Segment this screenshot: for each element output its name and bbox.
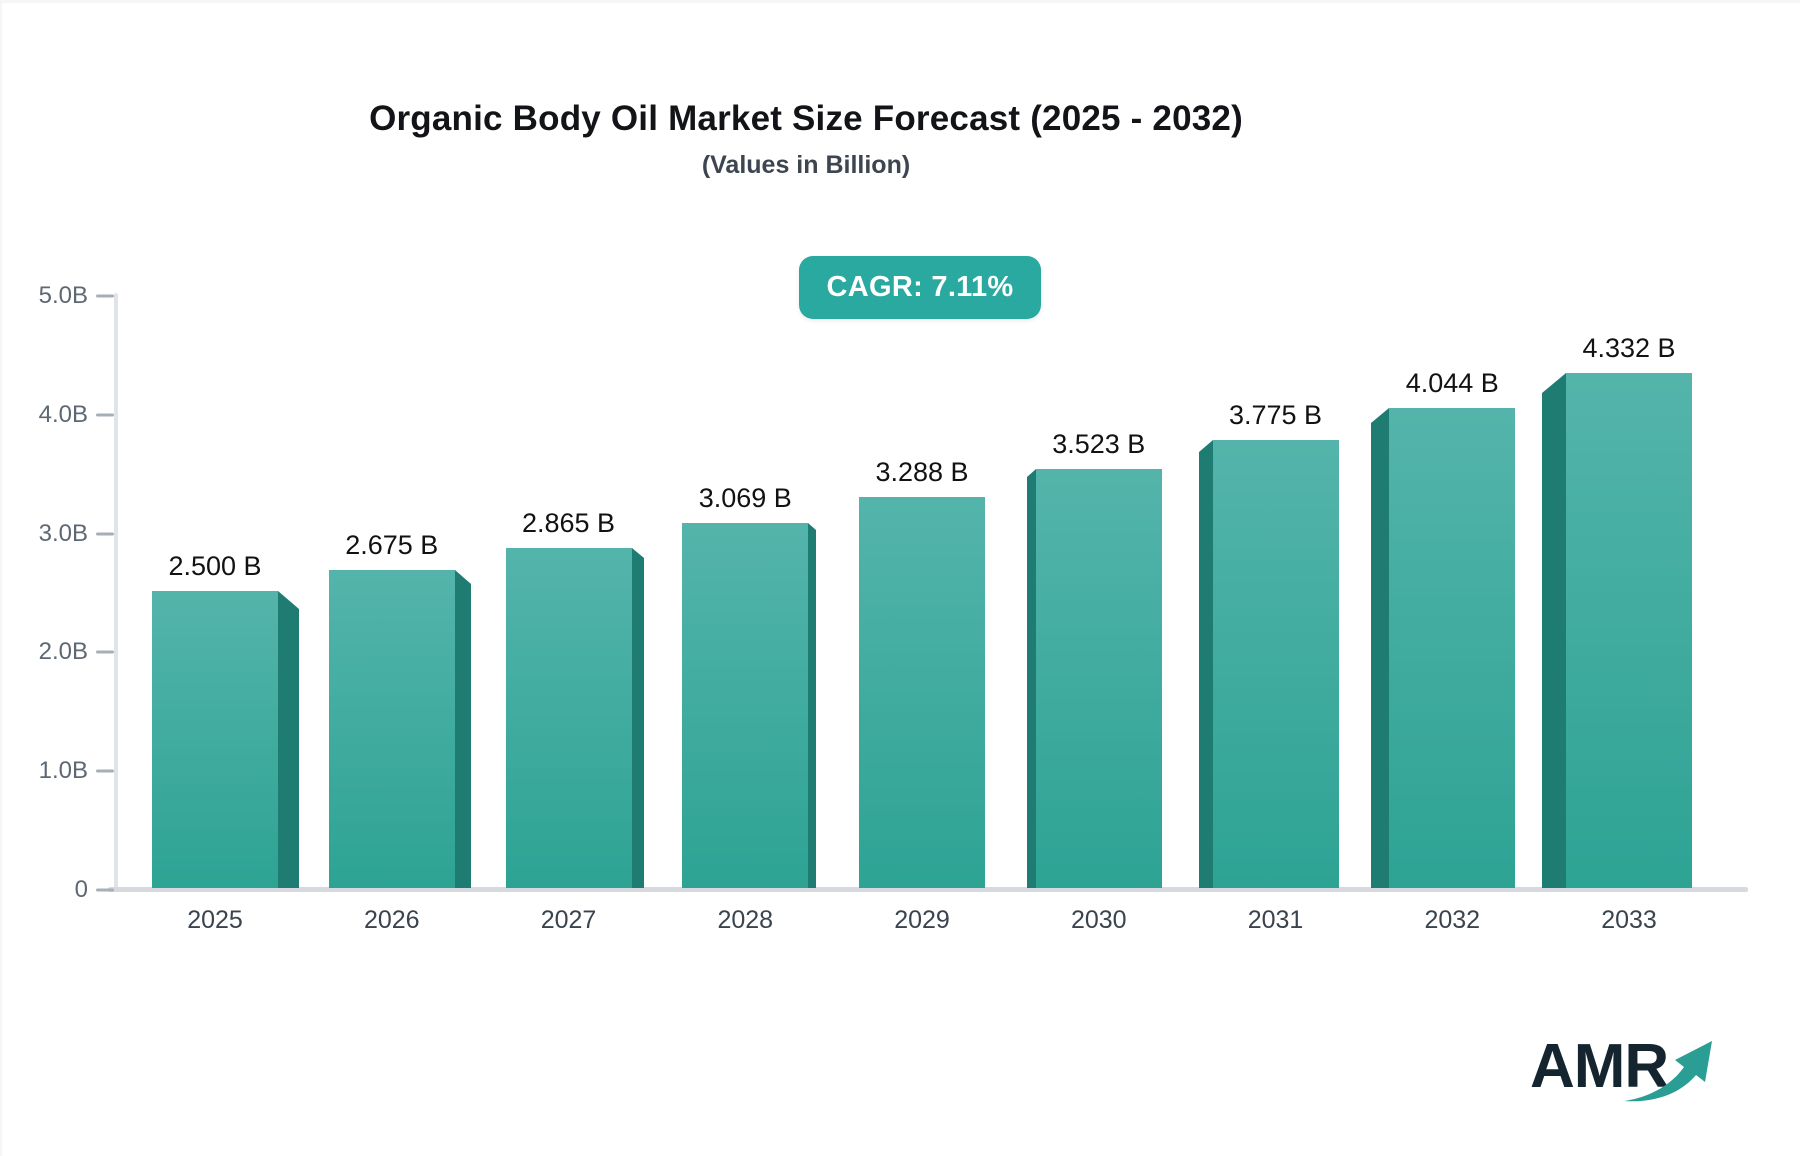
bar-2027 — [506, 548, 632, 888]
x-axis-label: 2029 — [894, 906, 950, 934]
bar-2030 — [1036, 469, 1162, 888]
bar-3d-side — [1542, 373, 1566, 888]
y-axis-tick-mark — [96, 650, 114, 654]
bar-value-label: 2.675 B — [345, 530, 439, 560]
bar-2029 — [859, 497, 985, 888]
bar-3d-side — [632, 548, 644, 888]
y-axis-line — [114, 293, 118, 892]
y-axis-tick-mark — [96, 413, 114, 417]
y-axis-tick-mark — [96, 888, 114, 892]
bar-3d-side — [1027, 469, 1036, 888]
y-axis-tick-label: 1.0B — [38, 757, 88, 785]
bar-3d-side — [1199, 440, 1213, 888]
x-axis-label: 2025 — [187, 906, 243, 934]
bar-3d-side — [1371, 408, 1389, 888]
x-axis-label: 2030 — [1070, 906, 1127, 934]
bar-value-label: 4.332 B — [1582, 333, 1676, 363]
x-axis-label: 2027 — [540, 906, 597, 934]
bar-value-label: 3.069 B — [698, 483, 792, 513]
y-axis-tick-mark — [96, 769, 114, 773]
bar-value-label: 3.288 B — [875, 457, 969, 487]
cagr-badge: CAGR: 7.11% — [799, 256, 1041, 319]
growth-arrow-icon — [1624, 1041, 1712, 1102]
y-axis-tick-label: 0 — [74, 876, 88, 903]
x-axis-label: 2026 — [363, 906, 420, 934]
bar-value-label: 4.044 B — [1405, 368, 1499, 398]
bar-2031 — [1213, 440, 1339, 888]
y-axis-tick-label: 5.0B — [38, 282, 88, 309]
chart-subtitle: (Values in Billion) — [701, 151, 911, 179]
x-axis-baseline — [108, 887, 1748, 892]
chart-title: Organic Body Oil Market Size Forecast (2… — [369, 99, 1243, 138]
y-axis-tick-label: 3.0B — [38, 519, 88, 547]
bar-3d-side — [808, 523, 816, 888]
bar-2033 — [1566, 373, 1692, 888]
x-axis-label: 2028 — [717, 906, 774, 934]
bar-3d-side — [278, 591, 299, 888]
bar-chart-plot-area: 5.0B 4.0B 3.0B 2.0B 1.0B 0 2.500 B 2025 2.675 B 2… — [2, 3, 1800, 1156]
x-axis-label: 2031 — [1247, 906, 1304, 934]
amr-logo: AMR — [1530, 1025, 1730, 1115]
bar-value-label: 2.500 B — [168, 551, 262, 581]
x-axis-label: 2033 — [1601, 906, 1657, 934]
x-axis-label: 2032 — [1424, 906, 1481, 934]
bar-2025 — [152, 591, 278, 888]
bar-3d-side — [455, 570, 471, 888]
bar-2026 — [329, 570, 455, 888]
amr-logo-text: AMR — [1530, 1032, 1669, 1101]
bar-value-label: 3.523 B — [1052, 429, 1146, 459]
y-axis-tick-label: 2.0B — [38, 638, 88, 666]
bar-value-label: 3.775 B — [1228, 400, 1323, 430]
bar-value-label: 2.865 B — [521, 508, 616, 538]
y-axis-tick-mark — [96, 294, 114, 298]
bar-2028 — [682, 523, 808, 888]
cagr-badge-label: CAGR: 7.11% — [826, 271, 1014, 303]
y-axis-tick-label: 4.0B — [38, 400, 88, 428]
y-axis-tick-mark — [96, 532, 114, 536]
bar-2032 — [1389, 408, 1515, 888]
